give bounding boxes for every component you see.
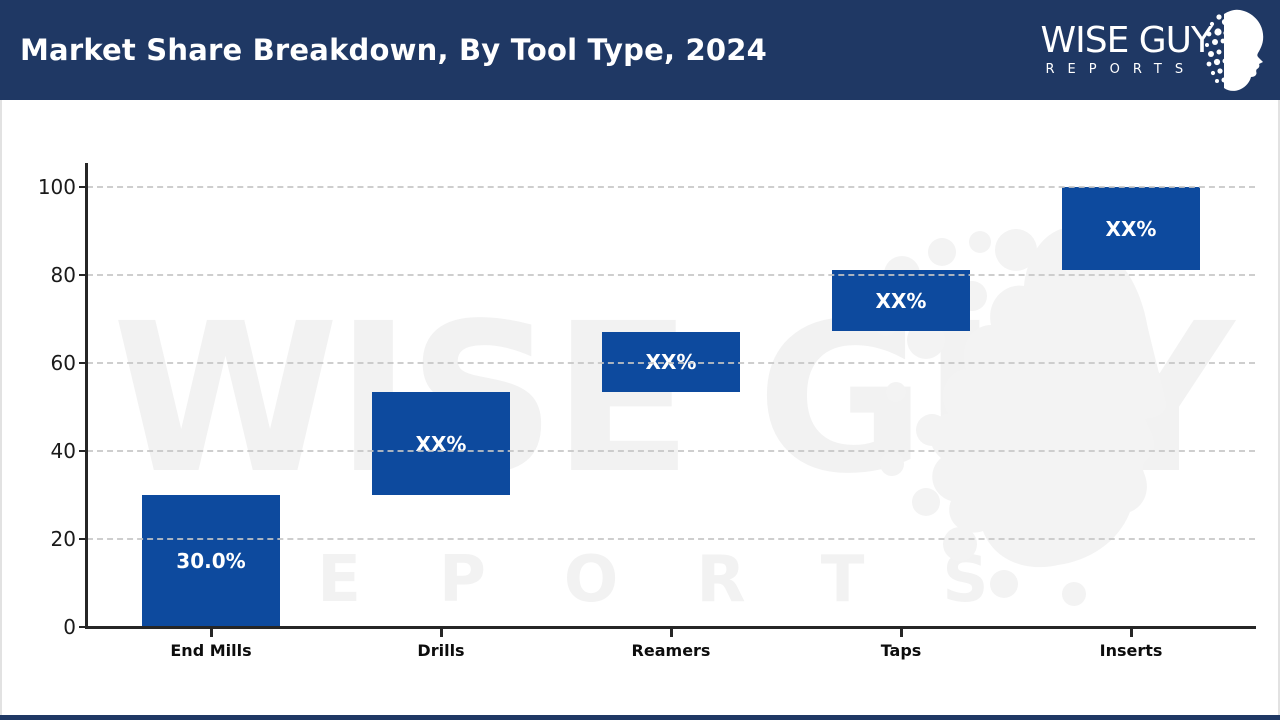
bar-value-label: 30.0% bbox=[176, 549, 246, 573]
gridline bbox=[87, 538, 1255, 540]
y-tick-mark bbox=[79, 274, 86, 276]
y-tick-label: 40 bbox=[50, 439, 76, 463]
y-tick-mark bbox=[79, 362, 86, 364]
gridline bbox=[87, 186, 1255, 188]
y-tick-mark bbox=[79, 538, 86, 540]
page-title: Market Share Breakdown, By Tool Type, 20… bbox=[20, 33, 768, 67]
x-axis-line bbox=[85, 626, 1256, 629]
y-tick-label: 100 bbox=[37, 175, 76, 199]
y-tick-mark bbox=[79, 626, 86, 628]
logo-subtitle: REPORTS bbox=[1045, 62, 1197, 77]
wiseguy-logo: WISE GUY REPORTS bbox=[1041, 7, 1271, 93]
bar: 30.0% bbox=[142, 495, 280, 627]
y-tick-label: 20 bbox=[50, 527, 76, 551]
bar-value-label: XX% bbox=[645, 349, 697, 374]
bar: XX% bbox=[832, 270, 970, 331]
y-tick-label: 80 bbox=[50, 263, 76, 287]
x-tick-mark bbox=[210, 629, 213, 637]
x-tick-label: End Mills bbox=[170, 641, 252, 660]
bar: XX% bbox=[602, 332, 740, 392]
x-tick-label: Inserts bbox=[1099, 641, 1163, 660]
bar-value-label: XX% bbox=[875, 288, 927, 313]
gridline bbox=[87, 450, 1255, 452]
x-tick-mark bbox=[440, 629, 443, 637]
wiseguy-face-icon bbox=[1205, 9, 1264, 91]
y-tick-mark bbox=[79, 450, 86, 452]
wiseguy-logo-text: WISE GUY REPORTS bbox=[1040, 20, 1213, 78]
header-bar: Market Share Breakdown, By Tool Type, 20… bbox=[0, 0, 1280, 100]
x-tick-label: Reamers bbox=[631, 641, 711, 660]
watermark-subtitle: REPORTS bbox=[190, 543, 1067, 617]
bar-value-label: XX% bbox=[1105, 216, 1157, 241]
y-tick-label: 0 bbox=[63, 615, 76, 639]
x-tick-mark bbox=[670, 629, 673, 637]
x-tick-mark bbox=[900, 629, 903, 637]
x-tick-mark bbox=[1130, 629, 1133, 637]
x-tick-label: Drills bbox=[417, 641, 465, 660]
y-tick-mark bbox=[79, 186, 86, 188]
bar: XX% bbox=[1062, 187, 1200, 271]
x-tick-label: Taps bbox=[880, 641, 922, 660]
footer-bar bbox=[0, 715, 1280, 720]
logo-wordmark: WISE GUY bbox=[1040, 20, 1213, 61]
y-axis-line bbox=[85, 163, 88, 629]
watermark-face-icon bbox=[874, 229, 1167, 606]
y-tick-label: 60 bbox=[50, 351, 76, 375]
gridline bbox=[87, 362, 1255, 364]
gridline bbox=[87, 274, 1255, 276]
left-border bbox=[0, 100, 2, 715]
bar: XX% bbox=[372, 392, 510, 495]
right-border bbox=[1278, 100, 1280, 715]
